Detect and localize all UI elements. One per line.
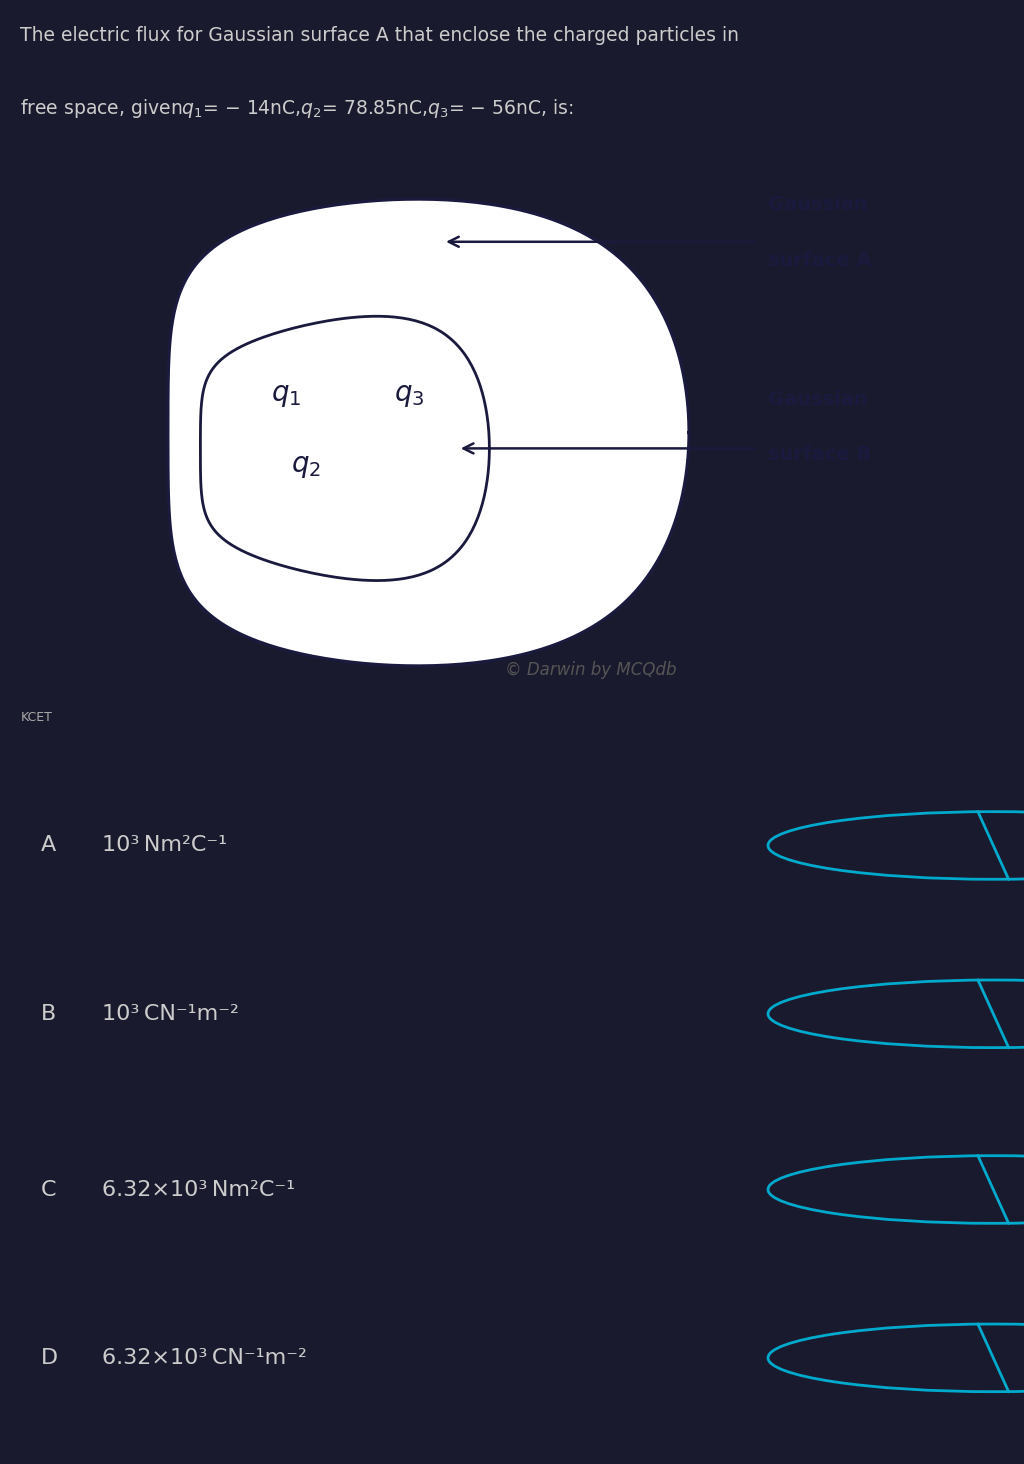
Text: D: D [41, 1348, 58, 1367]
Text: Gaussian: Gaussian [768, 389, 867, 408]
Text: C: C [41, 1180, 56, 1199]
Text: B: B [41, 1004, 56, 1023]
Text: $q_1$: $q_1$ [270, 381, 301, 408]
Text: KCET: KCET [20, 712, 52, 723]
Text: © Darwin by MCQdb: © Darwin by MCQdb [505, 660, 677, 679]
Text: $q_2$: $q_2$ [291, 452, 321, 480]
Text: free space, given$q_1$= $-$ 14nC,$q_2$= 78.85nC,$q_3$= $-$ 56nC, is:: free space, given$q_1$= $-$ 14nC,$q_2$= … [20, 97, 573, 120]
Text: 10³ Nm²C⁻¹: 10³ Nm²C⁻¹ [102, 836, 227, 855]
Text: 6.32×10³ CN⁻¹m⁻²: 6.32×10³ CN⁻¹m⁻² [102, 1348, 307, 1367]
Polygon shape [168, 199, 689, 666]
Text: surface B: surface B [768, 445, 870, 464]
Text: $q_3$: $q_3$ [393, 381, 424, 408]
Text: Gaussian: Gaussian [768, 195, 867, 214]
Text: A: A [41, 836, 56, 855]
Text: 6.32×10³ Nm²C⁻¹: 6.32×10³ Nm²C⁻¹ [102, 1180, 296, 1199]
Polygon shape [201, 316, 489, 581]
Text: The electric flux for Gaussian surface A that enclose the charged particles in: The electric flux for Gaussian surface A… [20, 26, 739, 45]
Text: surface A: surface A [768, 250, 871, 269]
Text: 10³ CN⁻¹m⁻²: 10³ CN⁻¹m⁻² [102, 1004, 240, 1023]
